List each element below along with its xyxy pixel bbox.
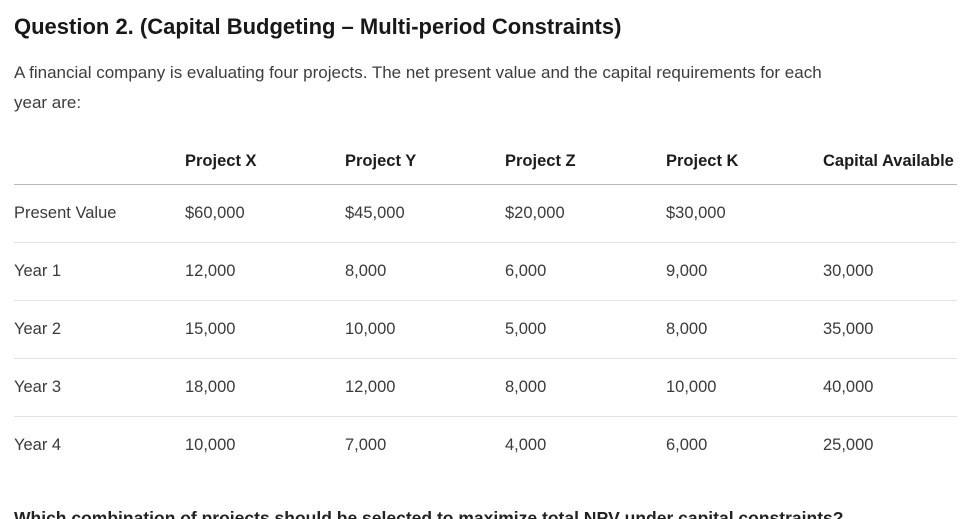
cell-year2-project-k: 8,000: [666, 300, 823, 359]
question-text: Which combination of projects should be …: [14, 508, 844, 519]
intro-line-2: year are:: [14, 93, 82, 112]
cell-year2-project-y: 10,000: [345, 300, 505, 359]
column-header-project-y: Project Y: [345, 143, 505, 185]
table-row-present-value: Present Value $60,000 $45,000 $20,000 $3…: [14, 184, 957, 243]
row-label: Present Value: [14, 184, 185, 243]
cell-year4-project-y: 7,000: [345, 436, 387, 454]
table-row-year-2: Year 2 15,000 10,000 5,000 8,000 35,000: [14, 300, 957, 359]
table-row-year-1: Year 1 12,000 8,000 6,000 9,000 30,000: [14, 242, 957, 301]
cell-year1-project-k: 9,000: [666, 242, 823, 301]
cell-year1-project-z: 6,000: [505, 242, 666, 301]
cell-year1-capital: 30,000: [823, 242, 957, 301]
table-row-year-4: Year 4 10,000 7,000 4,000 6,000 25,000: [14, 417, 957, 475]
cell-present-value-project-y: $45,000: [345, 184, 505, 243]
row-label: Year 4: [14, 436, 62, 454]
cell-year3-project-y: 12,000: [345, 358, 505, 417]
cell-year3-project-x: 18,000: [185, 358, 345, 417]
column-header-blank: [14, 143, 185, 185]
row-label: Year 1: [14, 242, 185, 301]
cell-present-value-capital: [823, 184, 957, 243]
cell-year4-project-x: 10,000: [185, 436, 236, 454]
cell-year2-project-x: 15,000: [185, 300, 345, 359]
page-title: Question 2. (Capital Budgeting – Multi-p…: [14, 14, 622, 39]
cell-year4-project-k: 6,000: [666, 436, 708, 454]
cell-year1-project-x: 12,000: [185, 242, 345, 301]
cell-year2-project-z: 5,000: [505, 300, 666, 359]
cell-year3-project-k: 10,000: [666, 358, 823, 417]
table-row-year-3: Year 3 18,000 12,000 8,000 10,000 40,000: [14, 358, 957, 417]
column-header-capital-available: Capital Available: [823, 143, 957, 185]
cell-year2-capital: 35,000: [823, 300, 957, 359]
cell-present-value-project-k: $30,000: [666, 184, 823, 243]
row-label: Year 2: [14, 300, 185, 359]
cell-year3-project-z: 8,000: [505, 358, 666, 417]
cell-present-value-project-x: $60,000: [185, 184, 345, 243]
column-header-project-k: Project K: [666, 143, 823, 185]
intro-line-1: A financial company is evaluating four p…: [14, 63, 822, 82]
column-header-project-x: Project X: [185, 143, 345, 185]
row-label: Year 3: [14, 358, 185, 417]
column-header-project-z: Project Z: [505, 143, 666, 185]
cell-year1-project-y: 8,000: [345, 242, 505, 301]
capital-requirements-table: Project X Project Y Project Z Project K …: [14, 143, 957, 474]
cell-present-value-project-z: $20,000: [505, 184, 666, 243]
cell-year4-project-z: 4,000: [505, 436, 547, 454]
intro-paragraph: A financial company is evaluating four p…: [14, 58, 957, 118]
cell-year3-capital: 40,000: [823, 358, 957, 417]
table-header-row: Project X Project Y Project Z Project K …: [14, 143, 957, 185]
cell-year4-capital: 25,000: [823, 436, 874, 454]
